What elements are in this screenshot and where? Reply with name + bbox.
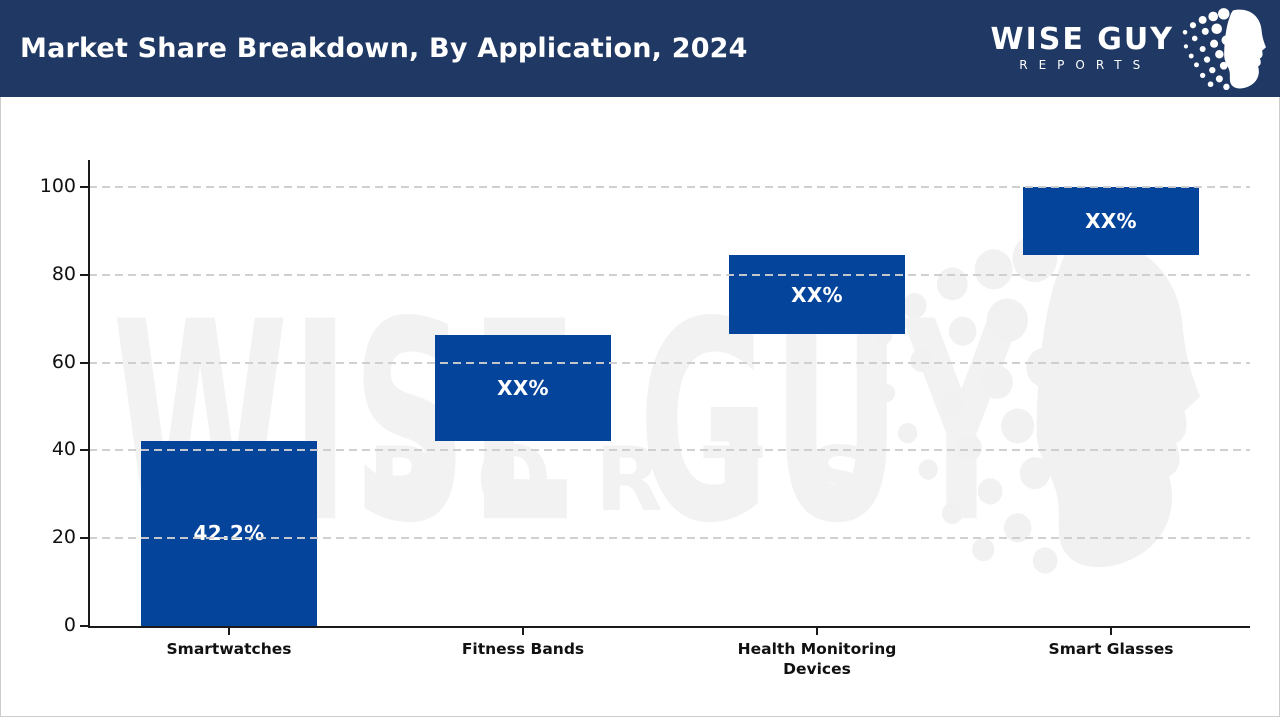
y-tick	[80, 361, 89, 364]
y-tick	[80, 449, 89, 452]
bar: XX%	[1023, 187, 1199, 256]
y-tick-label: 40	[51, 438, 76, 461]
grid-line	[89, 273, 1250, 276]
y-tick-label: 60	[51, 350, 76, 373]
y-tick-label: 0	[63, 614, 76, 636]
x-tick	[522, 626, 524, 635]
bar-value-label: XX%	[497, 375, 549, 400]
logo-subtitle: REPORTS	[1019, 58, 1152, 72]
x-tick-label: Smart Glasses	[1048, 640, 1174, 658]
page-title: Market Share Breakdown, By Application, …	[20, 33, 748, 64]
logo-text: WISE GUY REPORTS	[990, 22, 1174, 73]
x-tick	[228, 626, 230, 635]
watermark-face-icon	[874, 234, 1200, 574]
y-tick-label: 100	[39, 175, 76, 197]
y-axis-line	[88, 160, 90, 628]
y-tick	[80, 186, 89, 188]
y-tick-label: 80	[51, 262, 76, 285]
x-axis-line	[88, 626, 1250, 628]
grid-line	[89, 449, 1250, 452]
x-tick-label: Smartwatches	[166, 640, 292, 658]
y-tick	[80, 537, 89, 540]
bar: XX%	[435, 334, 611, 441]
bar: 42.2%	[141, 440, 317, 626]
grid-line	[89, 537, 1250, 540]
y-tick	[80, 625, 89, 627]
bar-value-label: XX%	[791, 282, 843, 307]
header-bar: Market Share Breakdown, By Application, …	[0, 0, 1280, 97]
grid-line	[89, 186, 1250, 188]
x-tick-label: Health Monitoring Devices	[737, 640, 897, 678]
wise-guy-reports-logo: WISE GUY REPORTS	[990, 5, 1280, 93]
x-tick	[1110, 626, 1112, 635]
x-tick	[816, 626, 818, 635]
grid-line	[89, 361, 1250, 364]
bar-value-label: 42.2%	[193, 521, 265, 546]
y-tick-label: 20	[51, 526, 76, 549]
bar-value-label: XX%	[1085, 209, 1137, 234]
dotted-face-logo-icon	[1182, 7, 1266, 90]
y-tick	[80, 273, 89, 276]
x-tick-label: Fitness Bands	[461, 640, 585, 658]
bar: XX%	[729, 255, 905, 335]
logo-wordmark: WISE GUY	[990, 22, 1174, 57]
